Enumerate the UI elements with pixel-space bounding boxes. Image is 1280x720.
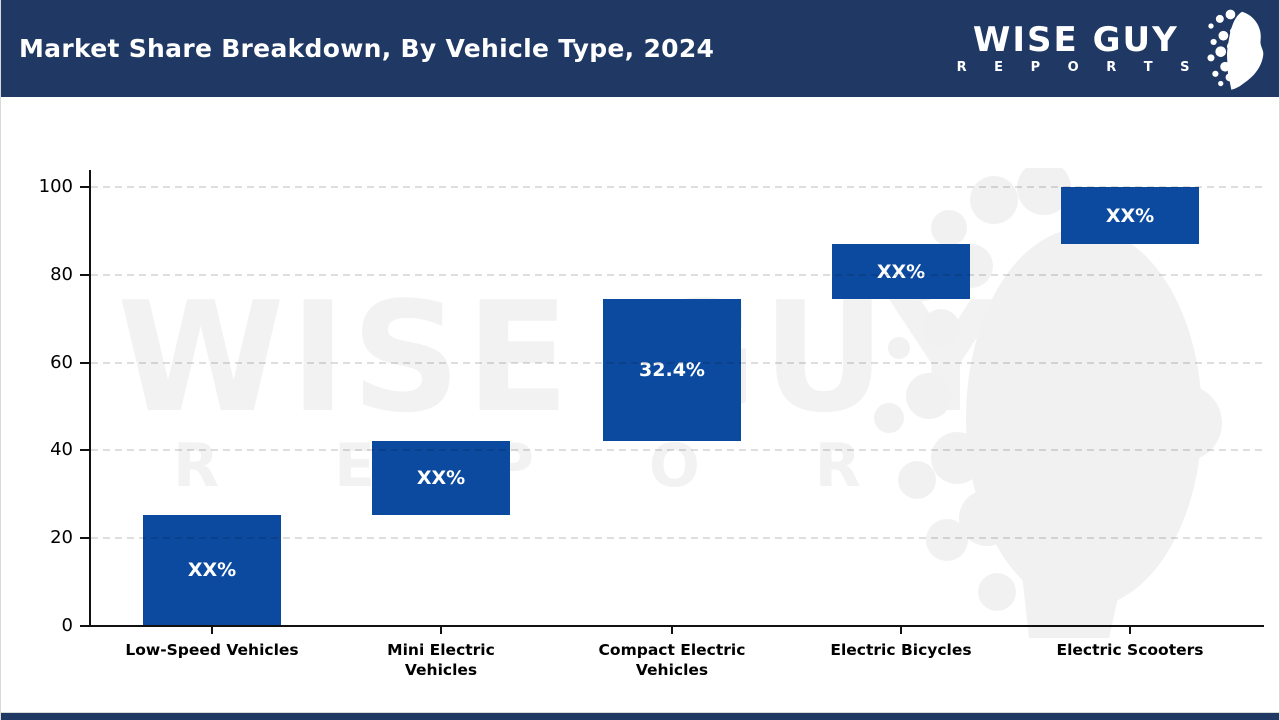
- bar-value-label: 32.4%: [639, 359, 705, 382]
- y-tick-label: 0: [61, 615, 73, 636]
- bar-segment: 32.4%: [603, 298, 741, 442]
- y-tick-80: [80, 273, 89, 276]
- logo-text: WISE GUY R E P O R T S: [951, 23, 1201, 75]
- header-band: Market Share Breakdown, By Vehicle Type,…: [1, 0, 1279, 97]
- gridline-20: [91, 537, 1263, 540]
- watermark-primary-text: WISE GUY: [117, 269, 1006, 446]
- x-category-label: Low-Speed Vehicles: [125, 641, 299, 659]
- logo-primary-text: WISE GUY: [972, 19, 1179, 60]
- x-tick-1: [440, 627, 442, 634]
- bar-value-label: XX%: [416, 467, 466, 490]
- y-tick-60: [80, 361, 89, 364]
- x-tick-0: [211, 627, 213, 634]
- y-tick-20: [80, 537, 89, 540]
- x-category-label: Electric Bicycles: [830, 641, 972, 659]
- footer-hairline: [1, 712, 1279, 713]
- gridline-100: [91, 186, 1263, 188]
- y-tick-100: [80, 186, 89, 188]
- y-tick-label: 80: [50, 263, 73, 285]
- y-tick-label: 20: [50, 527, 73, 549]
- bar-value-label: XX%: [876, 260, 926, 283]
- bar-segment: XX%: [1061, 187, 1199, 245]
- x-category-label: Electric Scooters: [1056, 641, 1204, 659]
- footer-navy-bar: [1, 713, 1279, 720]
- y-axis-line: [89, 170, 91, 627]
- y-tick-label: 60: [50, 351, 73, 373]
- x-tick-3: [900, 627, 902, 634]
- logo-head-icon: [1207, 9, 1264, 90]
- gridline-40: [91, 449, 1263, 452]
- bar-value-label: XX%: [187, 559, 237, 582]
- y-tick-0: [80, 625, 89, 627]
- x-axis-line: [89, 625, 1264, 627]
- y-tick-label: 100: [38, 176, 73, 197]
- wise-guy-reports-logo: WISE GUY R E P O R T S: [951, 6, 1265, 92]
- x-tick-4: [1129, 627, 1131, 634]
- chart-title: Market Share Breakdown, By Vehicle Type,…: [19, 34, 715, 63]
- y-tick-label: 40: [50, 439, 73, 461]
- bar-segment: XX%: [832, 244, 970, 299]
- bar-value-label: XX%: [1105, 204, 1155, 227]
- watermark-head-icon: [874, 168, 1222, 638]
- gridline-80: [91, 273, 1263, 276]
- bar-segment: XX%: [372, 441, 510, 515]
- gridline-60: [91, 361, 1263, 364]
- bar-segment: XX%: [143, 514, 281, 626]
- x-tick-2: [671, 627, 673, 634]
- logo-secondary-text: R E P O R T S: [956, 59, 1201, 75]
- y-tick-40: [80, 449, 89, 452]
- x-category-label: Mini Electric Vehicles: [387, 641, 495, 679]
- x-category-label: Compact Electric Vehicles: [598, 641, 746, 679]
